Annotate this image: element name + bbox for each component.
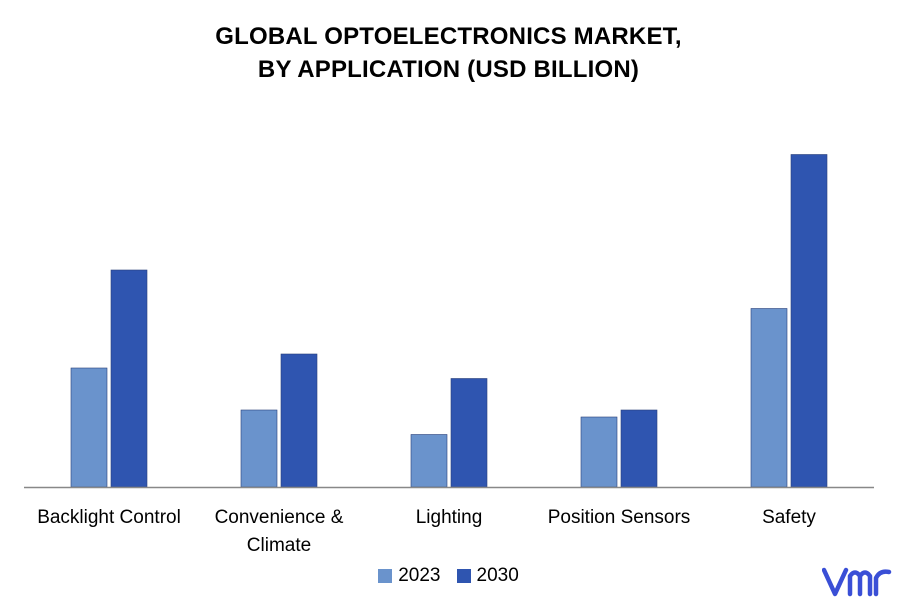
bar-2030-0 xyxy=(110,269,148,488)
chart-title: GLOBAL OPTOELECTRONICS MARKET, BY APPLIC… xyxy=(0,20,897,86)
category-label-4: Safety xyxy=(762,507,816,528)
bar-2023-1 xyxy=(240,409,278,488)
category-label-line: Climate xyxy=(247,535,311,556)
category-label-line: Convenience & xyxy=(215,507,344,528)
legend-label-2030: 2030 xyxy=(476,565,519,586)
bar-2030-4 xyxy=(790,154,828,488)
bar-2023-4 xyxy=(750,308,788,488)
legend-label-2023: 2023 xyxy=(398,565,441,586)
legend-swatch-2023 xyxy=(378,569,393,583)
category-label-line: Backlight Control xyxy=(37,507,181,528)
bar-2030-1 xyxy=(280,353,318,488)
bar-2023-3 xyxy=(580,416,618,488)
bar-2023-2 xyxy=(410,434,448,488)
category-label-2: Lighting xyxy=(416,507,483,528)
category-label-0: Backlight Control xyxy=(37,507,181,528)
category-label-line: Safety xyxy=(762,507,816,528)
legend-item-2023: 2023 xyxy=(378,565,441,587)
bar-2030-2 xyxy=(450,378,488,488)
bar-2023-0 xyxy=(70,367,108,488)
chart-title-line-2: BY APPLICATION (USD BILLION) xyxy=(257,56,640,83)
legend: 2023 2030 xyxy=(0,565,897,587)
category-label-line: Position Sensors xyxy=(548,507,691,528)
vmr-logo xyxy=(822,567,892,597)
legend-item-2030: 2030 xyxy=(456,565,519,587)
bar-2030-3 xyxy=(620,409,658,488)
legend-swatch-2030 xyxy=(456,569,471,583)
category-label-3: Position Sensors xyxy=(548,507,691,528)
category-label-1: Convenience & Climate xyxy=(215,507,344,556)
chart-title-line-1: GLOBAL OPTOELECTRONICS MARKET, xyxy=(215,23,682,50)
category-label-line: Lighting xyxy=(416,507,483,528)
